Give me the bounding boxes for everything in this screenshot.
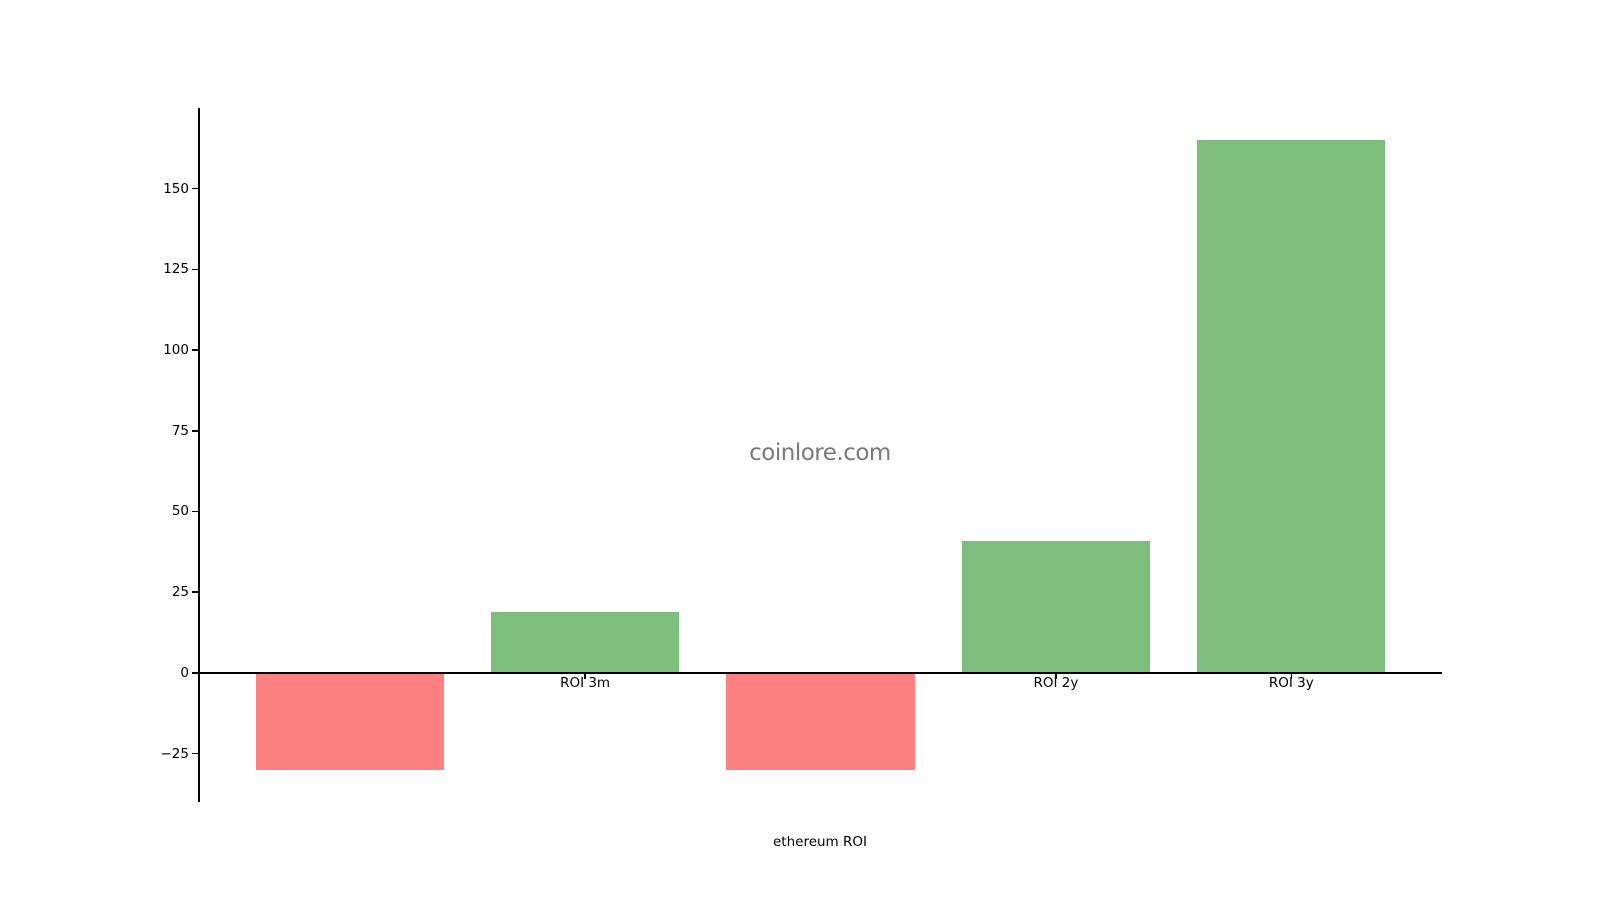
y-tick-label: 25: [171, 584, 189, 601]
y-tick-label: 75: [171, 422, 189, 439]
bar: [1197, 140, 1386, 673]
y-tick: [192, 591, 199, 593]
y-tick: [192, 430, 199, 432]
y-tick: [192, 752, 199, 755]
bar: [726, 672, 915, 770]
y-tick-label: 100: [163, 342, 189, 359]
y-tick: [192, 349, 199, 351]
y-tick: [192, 268, 199, 271]
x-axis-zero-line: [198, 672, 1442, 674]
y-tick-label: 125: [163, 261, 189, 278]
y-tick-label: 0: [180, 664, 189, 681]
x-axis-title: ethereum ROI: [772, 834, 867, 850]
x-tick-label: ROI 2y: [1033, 674, 1079, 691]
y-tick-label: 50: [171, 503, 189, 520]
watermark: coinlore.com: [749, 440, 891, 466]
y-tick-label: 150: [163, 180, 189, 197]
bar: [490, 611, 680, 673]
x-tick: [584, 672, 586, 680]
x-tick-label: ROI 3y: [1268, 674, 1314, 691]
x-tick-label: ROI 3m: [560, 674, 611, 691]
y-tick-label: −25: [160, 745, 190, 762]
y-tick: [192, 510, 199, 513]
bar: [961, 540, 1151, 673]
y-tick: [192, 187, 199, 190]
x-tick: [1055, 672, 1057, 680]
y-tick: [192, 672, 199, 674]
bar: [255, 672, 444, 770]
x-tick: [1290, 672, 1293, 680]
y-axis-spine: [198, 108, 200, 802]
